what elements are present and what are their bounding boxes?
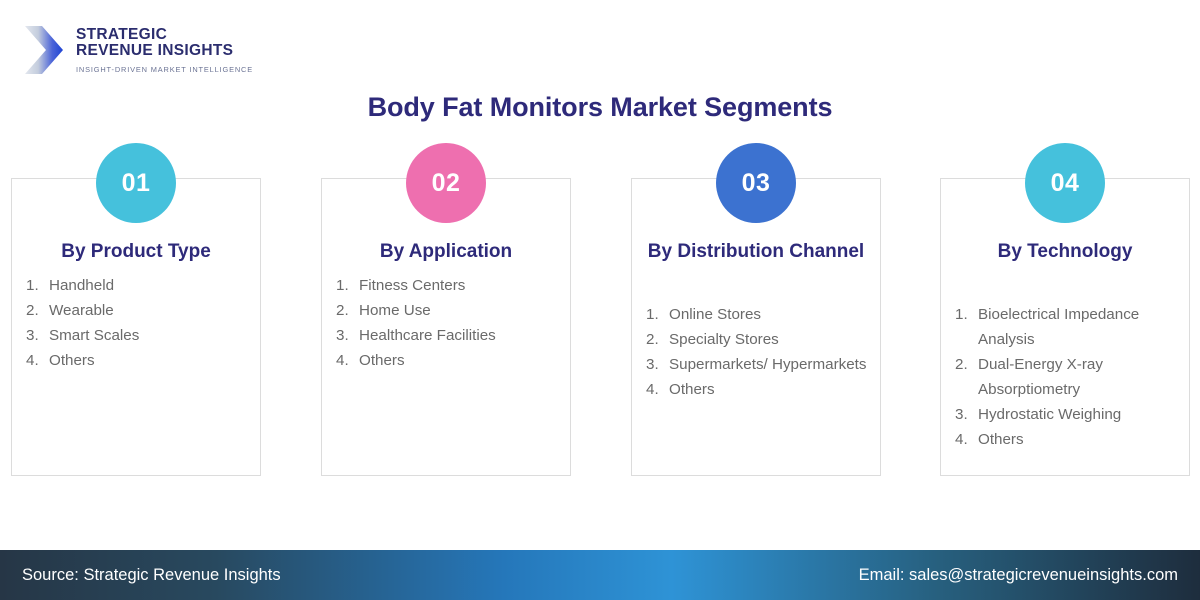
list-item-label: Specialty Stores — [669, 331, 779, 348]
segment-heading: By Product Type — [61, 241, 211, 262]
footer-bar: Source: Strategic Revenue Insights Email… — [0, 550, 1200, 600]
segment-card-technology: 04 By Technology 1. Bioelectrical Impedan… — [940, 143, 1190, 476]
list-item-number: 2. — [26, 302, 39, 319]
list-item: 4. Others — [646, 377, 870, 402]
list-item-number: 1. — [336, 277, 349, 294]
list-item: 2. Dual-Energy X-ray Absorptiometry — [955, 352, 1179, 402]
list-item-label: Fitness Centers — [359, 277, 466, 294]
list-item-number: 3. — [26, 327, 39, 344]
list-item-label: Healthcare Facilities — [359, 327, 496, 344]
list-item: 2. Specialty Stores — [646, 327, 870, 352]
segment-number-label: 04 — [1050, 168, 1080, 197]
segment-number-badge: 02 — [406, 143, 486, 223]
list-item-number: 3. — [955, 406, 968, 423]
brand-wordmark: STRATEGIC REVENUE INSIGHTS INSIGHT-DRIVE… — [76, 22, 254, 75]
list-item: 4. Others — [336, 348, 560, 373]
list-item-label: Online Stores — [669, 306, 762, 323]
list-item-label: Others — [978, 431, 1024, 448]
segment-item-list: 1. Fitness Centers 2. Home Use 3. Healthcar… — [336, 273, 560, 373]
segment-item-list: 1. Online Stores 2. Specialty Stores 3. Sup… — [646, 302, 870, 402]
list-item: 3. Healthcare Facilities — [336, 323, 560, 348]
list-item: 1. Bioelectrical Impedance Analysis — [955, 302, 1179, 352]
list-item-label: Others — [49, 352, 95, 369]
list-item: 3. Hydrostatic Weighing — [955, 402, 1179, 427]
list-item: 3. Supermarkets/ Hypermarkets — [646, 352, 870, 377]
segment-item-list: 1. Handheld 2. Wearable 3. Smart Scales 4. O… — [26, 273, 250, 373]
segment-card-distribution-channel: 03 By Distribution Channel 1. Online Stor… — [631, 143, 881, 476]
segment-card-product-type: 01 By Product Type 1. Handheld 2. Wearable… — [11, 143, 261, 476]
list-item-number: 2. — [955, 356, 968, 373]
brand-name-line1: STRATEGIC — [76, 26, 168, 43]
list-item: 1. Fitness Centers — [336, 273, 560, 298]
segments-row: 01 By Product Type 1. Handheld 2. Wearable… — [11, 143, 1190, 476]
segment-heading: By Distribution Channel — [647, 241, 865, 262]
list-item-number: 2. — [646, 331, 659, 348]
list-item-label: Smart Scales — [49, 327, 140, 344]
list-item: 4. Others — [26, 348, 250, 373]
list-item: 3. Smart Scales — [26, 323, 250, 348]
segment-number-badge: 03 — [716, 143, 796, 223]
list-item-number: 4. — [646, 381, 659, 398]
segment-number-label: 03 — [741, 168, 771, 197]
segment-heading: By Technology — [997, 241, 1133, 262]
list-item-label: Home Use — [359, 302, 431, 319]
segment-number-label: 02 — [431, 168, 461, 197]
list-item-label: Others — [669, 381, 715, 398]
list-item-number: 4. — [955, 431, 968, 448]
footer-source-text: Source: Strategic Revenue Insights — [22, 565, 281, 584]
list-item-number: 1. — [955, 306, 968, 323]
brand-logo: STRATEGIC REVENUE INSIGHTS INSIGHT-DRIVE… — [22, 22, 253, 78]
segment-number-label: 01 — [121, 168, 151, 197]
segment-item-list: 1. Bioelectrical Impedance Analysis 2. Dua… — [955, 302, 1179, 452]
segment-number-badge: 04 — [1025, 143, 1105, 223]
segment-card-application: 02 By Application 1. Fitness Centers 2. Ho… — [321, 143, 571, 476]
segment-heading: By Application — [379, 241, 513, 262]
list-item-label: Hydrostatic Weighing — [978, 406, 1122, 423]
list-item: 2. Home Use — [336, 298, 560, 323]
list-item-label: Wearable — [49, 302, 114, 319]
brand-name-line2: REVENUE INSIGHTS — [76, 42, 234, 59]
brand-tagline: INSIGHT-DRIVEN MARKET INTELLIGENCE — [76, 65, 254, 74]
footer-email-text[interactable]: Email: sales@strategicrevenueinsights.co… — [858, 565, 1178, 584]
list-item: 1. Handheld — [26, 273, 250, 298]
list-item: 2. Wearable — [26, 298, 250, 323]
list-item-label: Dual-Energy X-ray Absorptiometry — [978, 356, 1103, 398]
list-item-label: Supermarkets/ Hypermarkets — [669, 356, 867, 373]
list-item: 1. Online Stores — [646, 302, 870, 327]
chevron-right-logo-icon — [22, 22, 66, 78]
page-title: Body Fat Monitors Market Segments — [367, 92, 833, 122]
list-item-label: Handheld — [49, 277, 115, 294]
list-item-number: 1. — [646, 306, 659, 323]
list-item-label: Others — [359, 352, 405, 369]
list-item-number: 4. — [26, 352, 39, 369]
list-item-label: Bioelectrical Impedance Analysis — [978, 306, 1140, 348]
list-item-number: 1. — [26, 277, 39, 294]
list-item-number: 4. — [336, 352, 349, 369]
segment-number-badge: 01 — [96, 143, 176, 223]
list-item: 4. Others — [955, 427, 1179, 452]
list-item-number: 3. — [646, 356, 659, 373]
list-item-number: 3. — [336, 327, 349, 344]
list-item-number: 2. — [336, 302, 349, 319]
